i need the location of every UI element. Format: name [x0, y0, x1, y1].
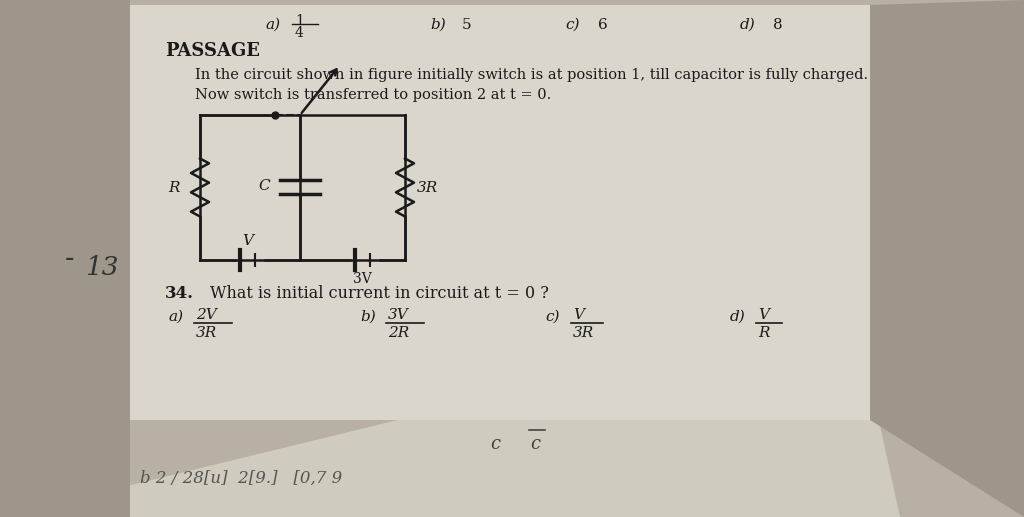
Text: c): c)	[545, 310, 559, 324]
Text: c: c	[490, 435, 500, 453]
Text: C: C	[258, 179, 270, 193]
Text: 1: 1	[295, 14, 304, 28]
Text: V: V	[758, 308, 769, 322]
Text: 2R: 2R	[388, 326, 410, 340]
Text: What is initial current in circuit at t = 0 ?: What is initial current in circuit at t …	[210, 285, 549, 302]
Text: R: R	[758, 326, 769, 340]
Polygon shape	[130, 5, 870, 420]
Text: 34.: 34.	[165, 285, 194, 302]
Text: 5: 5	[462, 18, 472, 32]
Text: 3R: 3R	[417, 181, 438, 195]
Polygon shape	[0, 0, 130, 517]
Polygon shape	[870, 0, 1024, 517]
Text: 3V: 3V	[353, 272, 372, 286]
Text: d): d)	[730, 310, 745, 324]
Text: d): d)	[740, 18, 756, 32]
Text: 3V: 3V	[388, 308, 409, 322]
Text: 4: 4	[295, 26, 304, 40]
Text: V: V	[573, 308, 584, 322]
Text: 8: 8	[773, 18, 782, 32]
Text: 13: 13	[85, 255, 119, 280]
Text: 3R: 3R	[573, 326, 594, 340]
Text: 6: 6	[598, 18, 608, 32]
Text: a): a)	[265, 18, 281, 32]
Text: b): b)	[360, 310, 376, 324]
Text: PASSAGE: PASSAGE	[165, 42, 260, 60]
Text: R: R	[169, 181, 180, 195]
Text: c: c	[530, 435, 540, 453]
Text: 2V: 2V	[196, 308, 217, 322]
Text: In the circuit shown in figure initially switch is at position 1, till capacitor: In the circuit shown in figure initially…	[195, 68, 868, 82]
Text: a): a)	[168, 310, 183, 324]
Text: b 2 / 28[u]  2[9.]   [0,7 9: b 2 / 28[u] 2[9.] [0,7 9	[140, 470, 342, 487]
Text: Now switch is transferred to position 2 at t = 0.: Now switch is transferred to position 2 …	[195, 88, 551, 102]
Text: c): c)	[565, 18, 580, 32]
Text: -: -	[66, 245, 75, 272]
Text: V: V	[242, 234, 253, 248]
Text: b): b)	[430, 18, 445, 32]
Polygon shape	[0, 380, 900, 517]
Text: 3R: 3R	[196, 326, 217, 340]
